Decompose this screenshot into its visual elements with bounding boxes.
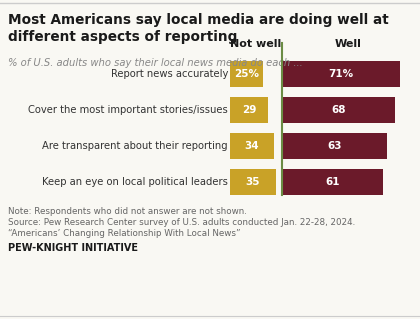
- Text: “Americans’ Changing Relationship With Local News”: “Americans’ Changing Relationship With L…: [8, 229, 241, 238]
- Bar: [282, 133, 387, 159]
- Bar: [230, 169, 276, 195]
- Text: Source: Pew Research Center survey of U.S. adults conducted Jan. 22-28, 2024.: Source: Pew Research Center survey of U.…: [8, 218, 355, 227]
- Text: Not well: Not well: [231, 39, 282, 49]
- Text: 63: 63: [327, 141, 341, 151]
- Text: 68: 68: [331, 105, 346, 115]
- Text: 34: 34: [245, 141, 260, 151]
- Bar: [230, 97, 268, 123]
- Text: Are transparent about their reporting: Are transparent about their reporting: [42, 141, 228, 151]
- Bar: [230, 133, 274, 159]
- Text: PEW-KNIGHT INITIATIVE: PEW-KNIGHT INITIATIVE: [8, 243, 138, 253]
- Bar: [230, 61, 262, 87]
- Text: 35: 35: [246, 177, 260, 187]
- Text: Note: Respondents who did not answer are not shown.: Note: Respondents who did not answer are…: [8, 207, 247, 216]
- Text: Report news accurately: Report news accurately: [110, 69, 228, 79]
- Text: 61: 61: [326, 177, 340, 187]
- Bar: [282, 169, 383, 195]
- Text: Well: Well: [335, 39, 362, 49]
- Text: 25%: 25%: [234, 69, 259, 79]
- Text: % of U.S. adults who say their local news media do each ...: % of U.S. adults who say their local new…: [8, 58, 303, 68]
- Bar: [282, 97, 395, 123]
- Bar: [282, 61, 400, 87]
- Text: Cover the most important stories/issues: Cover the most important stories/issues: [28, 105, 228, 115]
- Text: Keep an eye on local political leaders: Keep an eye on local political leaders: [42, 177, 228, 187]
- Text: Most Americans say local media are doing well at
different aspects of reporting: Most Americans say local media are doing…: [8, 13, 389, 44]
- Text: 29: 29: [241, 105, 256, 115]
- Text: 71%: 71%: [328, 69, 354, 79]
